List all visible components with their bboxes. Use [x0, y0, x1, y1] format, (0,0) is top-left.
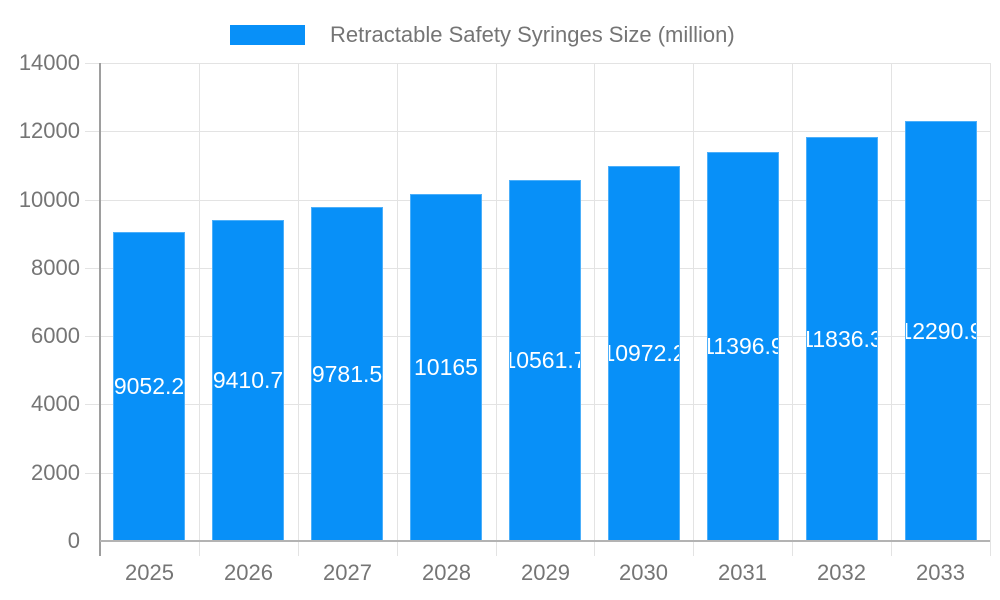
x-tick-label: 2028 [422, 560, 471, 585]
bar-value-label: 12290.9 [906, 317, 976, 344]
bar-value-label: 10165 [414, 354, 478, 380]
legend-swatch [230, 25, 305, 45]
x-tick-label: 2032 [817, 560, 866, 585]
y-tick-label: 10000 [18, 187, 80, 212]
gridline-v [199, 63, 200, 556]
x-tick-label: 2027 [323, 560, 372, 585]
bar: 9781.5 [311, 207, 383, 541]
gridline-v [792, 63, 793, 556]
gridline-v [693, 63, 694, 556]
y-tick-label: 6000 [31, 323, 80, 348]
gridline-v [594, 63, 595, 556]
x-tick-label: 2031 [718, 560, 767, 585]
x-tick-label: 2029 [521, 560, 570, 585]
x-tick-label: 2025 [125, 560, 174, 585]
x-axis-line [100, 540, 990, 542]
bar: 9410.7 [212, 220, 284, 541]
bar: 10561.7 [509, 180, 581, 541]
gridline-v [891, 63, 892, 556]
bar-value-label: 9052.2 [113, 373, 185, 399]
gridline-v [397, 63, 398, 556]
bar: 12290.9 [905, 121, 977, 541]
y-tick-label: 12000 [18, 118, 80, 143]
gridline-h [85, 63, 990, 64]
gridline-v [990, 63, 991, 556]
bar: 10972.2 [608, 166, 680, 541]
y-tick-label: 2000 [31, 460, 80, 485]
legend-label: Retractable Safety Syringes Size (millio… [330, 22, 735, 47]
x-tick-label: 2030 [619, 560, 668, 585]
gridline-h [85, 131, 990, 132]
y-axis-line [99, 63, 101, 556]
bar-value-label: 9410.7 [212, 367, 284, 393]
y-tick-label: 8000 [31, 255, 80, 280]
y-tick-label: 0 [67, 528, 80, 553]
bar: 10165 [410, 194, 482, 541]
y-tick-label: 14000 [18, 50, 80, 75]
y-tick-label: 4000 [31, 391, 80, 416]
gridline-v [298, 63, 299, 556]
x-tick-label: 2033 [916, 560, 965, 585]
x-tick-label: 2026 [224, 560, 273, 585]
bar-value-label: 10561.7 [510, 347, 580, 373]
bar-value-label: 9781.5 [311, 360, 383, 387]
bar-value-label: 10972.2 [609, 340, 679, 366]
bar: 9052.2 [113, 232, 185, 541]
bar: 11396.9 [707, 152, 779, 541]
bar-value-label: 11396.9 [708, 333, 778, 359]
gridline-v [496, 63, 497, 556]
